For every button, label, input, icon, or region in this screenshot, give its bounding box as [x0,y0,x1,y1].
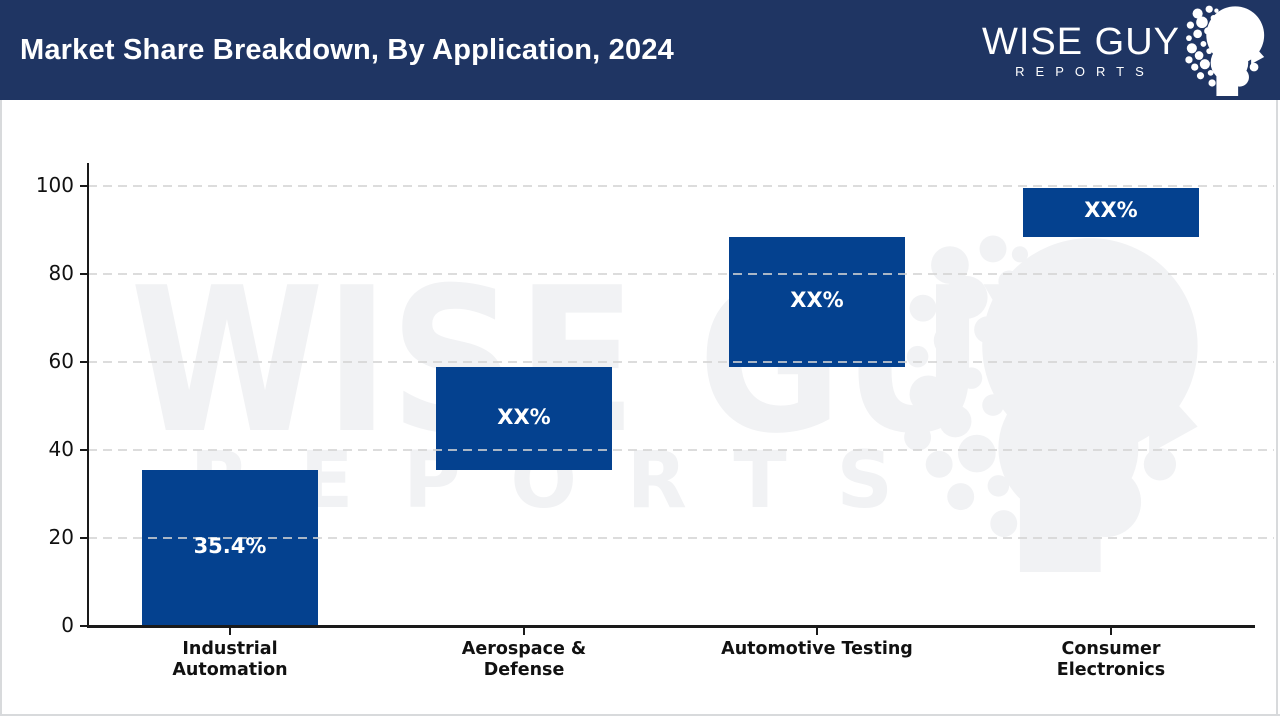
page-border-left [0,100,2,716]
y-tick-mark [80,449,88,451]
x-axis-line [87,625,1255,628]
x-category-label: Aerospace & Defense [461,639,587,680]
y-tick-label: 100 [35,173,74,197]
gridline-y [88,185,1274,187]
bar-segment [729,237,905,367]
x-tick-mark [816,627,818,635]
y-tick-label: 0 [61,613,74,637]
x-tick-mark [523,627,525,635]
gridline-y [88,361,1274,363]
bar-segment [1023,187,1199,238]
x-tick-mark [1110,627,1112,635]
y-tick-mark [80,537,88,539]
page-border-right [1276,100,1278,716]
y-tick-mark [80,185,88,187]
y-tick-mark [80,273,88,275]
logo-wiseguy-text: WISE GUY [981,21,1180,64]
logo-reports-text: REPORTS [1015,63,1155,79]
wiseguy-reports-logo: WISE GUY REPORTS [982,2,1272,100]
watermark-head-icon [878,222,1248,576]
x-category-label: Automotive Testing [721,639,913,659]
x-tick-mark [229,627,231,635]
y-tick-mark [80,625,88,627]
y-tick-label: 40 [48,437,74,461]
bar-value-label: XX% [497,404,551,429]
gridline-y [88,449,1274,451]
y-tick-mark [80,361,88,363]
y-tick-label: 80 [48,261,74,285]
x-category-label: Industrial Automation [172,639,288,680]
bar-value-label: XX% [1084,198,1138,223]
bar-segment [142,470,318,626]
y-tick-label: 20 [48,525,74,549]
gridline-y [88,273,1274,275]
logo-text: WISE GUY REPORTS [981,21,1180,79]
y-tick-label: 60 [48,349,74,373]
logo-head-icon [1184,2,1272,100]
gridline-y [88,537,1274,539]
x-category-label: Consumer Electronics [1056,639,1166,680]
page-title: Market Share Breakdown, By Application, … [20,33,674,66]
bar-segment [436,366,612,471]
page-border-bottom [0,714,1280,716]
bar-value-label: 35.4% [193,534,267,559]
y-axis-line [87,163,89,627]
bar-value-label: XX% [790,287,844,312]
header-bar: Market Share Breakdown, By Application, … [0,0,1280,100]
